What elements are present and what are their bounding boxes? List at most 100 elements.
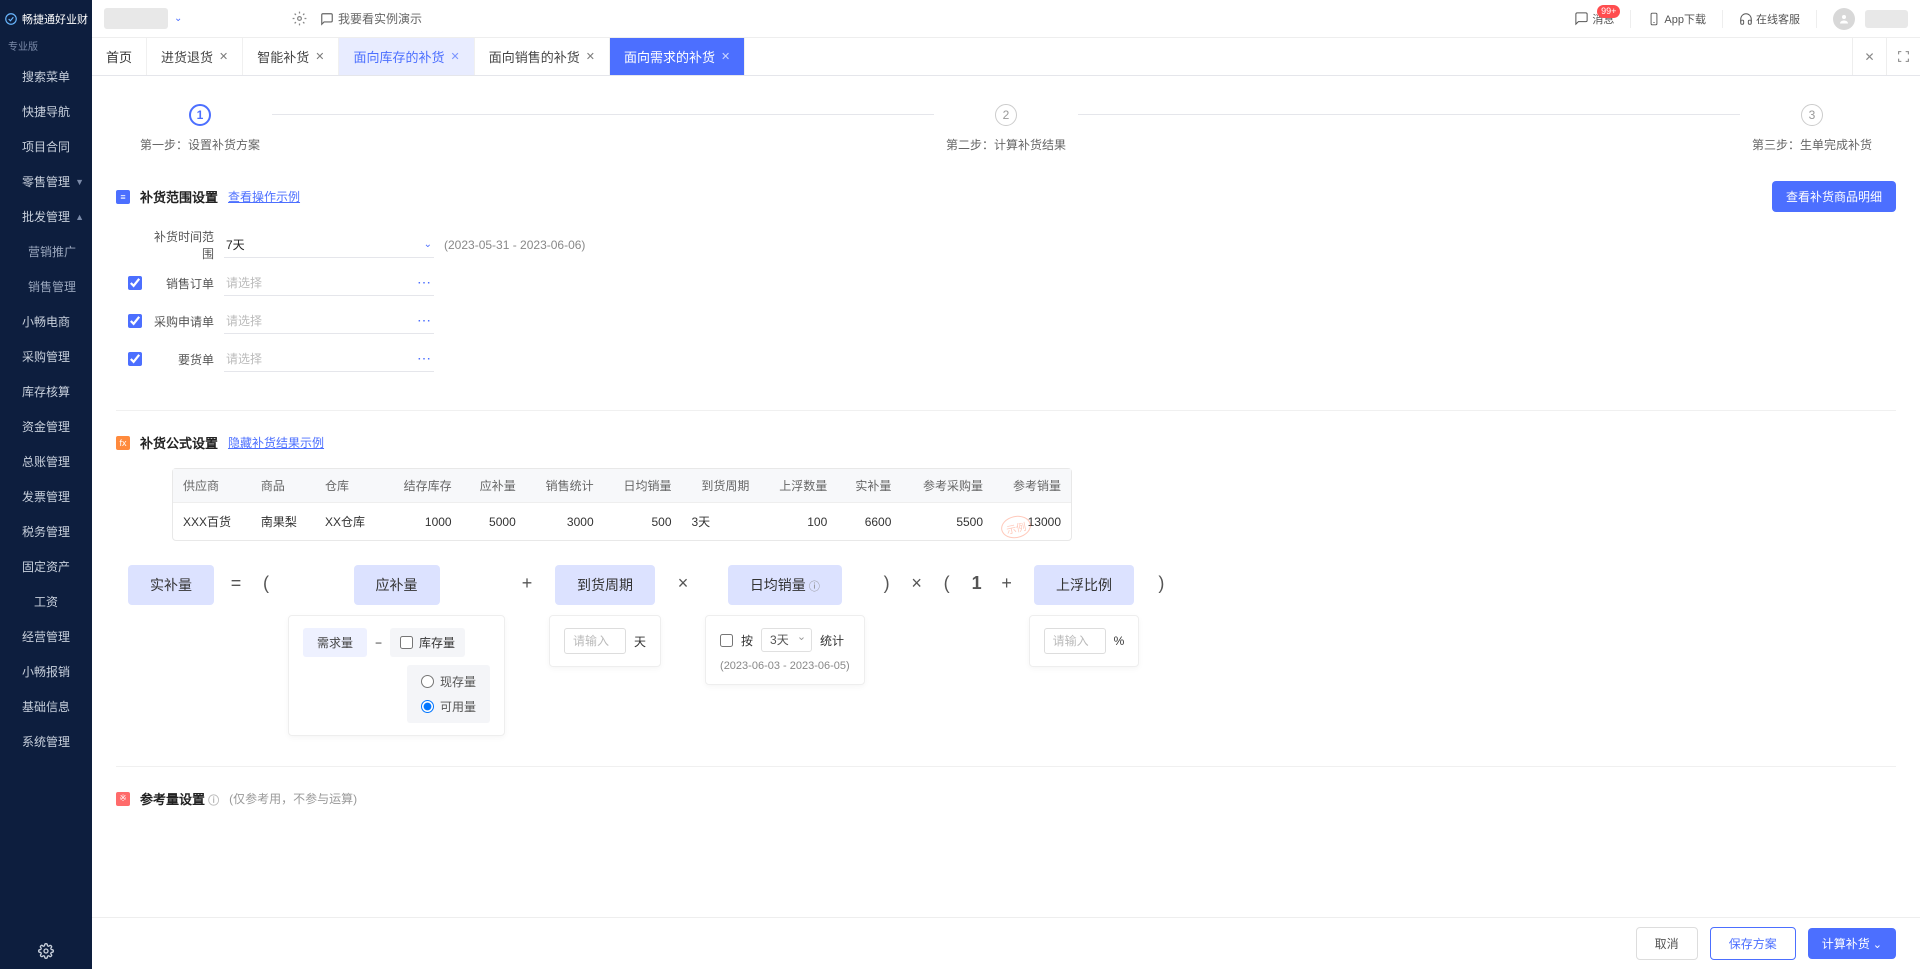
- save-plan-button[interactable]: 保存方案: [1710, 927, 1796, 960]
- sidebar-item[interactable]: 工资: [0, 584, 92, 619]
- tab[interactable]: 面向库存的补货✕: [339, 38, 474, 75]
- table-cell: 南果梨: [251, 503, 315, 541]
- sidebar-item[interactable]: 销售管理: [0, 269, 92, 304]
- close-icon[interactable]: ✕: [219, 50, 228, 63]
- source-checkbox[interactable]: [128, 352, 142, 366]
- fullscreen-icon[interactable]: [1886, 38, 1920, 75]
- table-header: 日均销量: [604, 469, 682, 503]
- tab[interactable]: 进货退货✕: [147, 38, 243, 75]
- table-header: 上浮数量: [759, 469, 837, 503]
- content-area: 1 第一步：设置补货方案 2 第二步：计算补货结果 3 第三步：生单完成补货 ≡: [92, 76, 1920, 969]
- sidebar-item[interactable]: 零售管理▼: [0, 164, 92, 199]
- table-cell: 100: [759, 503, 837, 541]
- demo-link[interactable]: 我要看实例演示: [320, 10, 422, 27]
- sidebar-item[interactable]: 项目合同: [0, 129, 92, 164]
- sidebar: 畅捷通好业财 专业版 搜索菜单快捷导航项目合同零售管理▼批发管理▲营销推广销售管…: [0, 0, 92, 969]
- lead-days-input[interactable]: [564, 628, 626, 654]
- gear-icon[interactable]: [288, 8, 310, 30]
- range-section-title: 补货范围设置: [140, 187, 218, 206]
- settings-icon[interactable]: [0, 933, 92, 969]
- chevron-down-icon: ⌄: [424, 239, 432, 250]
- tab[interactable]: 智能补货✕: [243, 38, 339, 75]
- sidebar-item[interactable]: 小畅报销: [0, 654, 92, 689]
- more-icon[interactable]: ⋯: [417, 312, 432, 329]
- table-header: 到货周期: [682, 469, 760, 503]
- close-all-tabs-icon[interactable]: ✕: [1852, 38, 1886, 75]
- close-icon[interactable]: ✕: [721, 50, 730, 63]
- calculate-button[interactable]: 计算补货: [1808, 928, 1896, 959]
- close-icon[interactable]: ✕: [586, 50, 595, 63]
- sidebar-item[interactable]: 采购管理: [0, 339, 92, 374]
- table-cell: 5000: [462, 503, 526, 541]
- table-cell: 500: [604, 503, 682, 541]
- messages-button[interactable]: 消息 99+: [1574, 11, 1614, 27]
- section-icon: ≡: [116, 190, 130, 204]
- table-header: 实补量: [837, 469, 901, 503]
- formula-section-title: 补货公式设置: [140, 433, 218, 452]
- table-header: 供应商: [173, 469, 251, 503]
- source-checkbox[interactable]: [128, 276, 142, 290]
- sidebar-item[interactable]: 基础信息: [0, 689, 92, 724]
- sidebar-item[interactable]: 固定资产: [0, 549, 92, 584]
- sidebar-item[interactable]: 快捷导航: [0, 94, 92, 129]
- table-header: 参考采购量: [901, 469, 993, 503]
- table-header: 参考销量: [993, 469, 1071, 503]
- close-icon[interactable]: ✕: [315, 50, 324, 63]
- tab[interactable]: 面向销售的补货✕: [475, 38, 610, 75]
- sidebar-item[interactable]: 发票管理: [0, 479, 92, 514]
- step-2: 2 第二步：计算补货结果: [946, 104, 1066, 153]
- example-table: 供应商商品仓库结存库存应补量销售统计日均销量到货周期上浮数量实补量参考采购量参考…: [172, 468, 1072, 541]
- more-icon[interactable]: ⋯: [417, 274, 432, 291]
- customer-service-button[interactable]: 在线客服: [1739, 11, 1800, 27]
- table-cell: XXX百货: [173, 503, 251, 541]
- source-checkbox[interactable]: [128, 314, 142, 328]
- time-range-label: 补货时间范围: [152, 228, 214, 262]
- stock-opt1-radio[interactable]: [421, 675, 434, 688]
- sidebar-item[interactable]: 批发管理▲: [0, 199, 92, 234]
- view-detail-button[interactable]: 查看补货商品明细: [1772, 181, 1896, 212]
- formula-dayavg-tag: 日均销量: [728, 565, 842, 605]
- table-cell: XX仓库: [315, 503, 384, 541]
- tabs-bar: 首页进货退货✕智能补货✕面向库存的补货✕面向销售的补货✕面向需求的补货✕ ✕: [92, 38, 1920, 76]
- time-range-select[interactable]: 7天 ⌄: [224, 232, 434, 258]
- more-icon[interactable]: ⋯: [417, 350, 432, 367]
- sidebar-item[interactable]: 营销推广: [0, 234, 92, 269]
- table-header: 结存库存: [384, 469, 462, 503]
- cancel-button[interactable]: 取消: [1636, 927, 1698, 960]
- brand-logo: 畅捷通好业财: [0, 0, 92, 38]
- sidebar-item[interactable]: 总账管理: [0, 444, 92, 479]
- sidebar-item[interactable]: 税务管理: [0, 514, 92, 549]
- dayavg-checkbox[interactable]: [720, 634, 733, 647]
- tab[interactable]: 首页: [92, 38, 147, 75]
- sidebar-item[interactable]: 库存核算: [0, 374, 92, 409]
- ref-section-title: 参考量设置: [140, 789, 219, 808]
- avatar[interactable]: [1833, 8, 1855, 30]
- sidebar-item[interactable]: 经营管理: [0, 619, 92, 654]
- demand-tag: 需求量: [303, 628, 367, 657]
- source-select[interactable]: 请选择 ⋯: [224, 346, 434, 372]
- sidebar-item[interactable]: 资金管理: [0, 409, 92, 444]
- source-select[interactable]: 请选择 ⋯: [224, 308, 434, 334]
- sidebar-item[interactable]: 系统管理: [0, 724, 92, 759]
- org-selector[interactable]: ⌄: [98, 8, 278, 29]
- stock-checkbox[interactable]: [400, 636, 413, 649]
- table-header: 商品: [251, 469, 315, 503]
- source-select[interactable]: 请选择 ⋯: [224, 270, 434, 296]
- sidebar-item[interactable]: 搜索菜单: [0, 59, 92, 94]
- dayavg-date-hint: (2023-06-03 - 2023-06-05): [720, 660, 850, 672]
- tab[interactable]: 面向需求的补货✕: [610, 38, 745, 75]
- view-example-link[interactable]: 查看操作示例: [228, 188, 300, 205]
- footer-actions: 取消 保存方案 计算补货: [92, 917, 1920, 969]
- app-download-button[interactable]: App下载: [1647, 11, 1706, 27]
- step-1: 1 第一步：设置补货方案: [140, 104, 260, 153]
- stock-opt2-radio[interactable]: [421, 700, 434, 713]
- formula-should-tag: 应补量: [354, 565, 440, 605]
- dayavg-period-select[interactable]: 3天: [761, 628, 812, 652]
- close-icon[interactable]: ✕: [451, 50, 460, 63]
- hide-example-link[interactable]: 隐藏补货结果示例: [228, 434, 324, 451]
- markup-pct-input[interactable]: [1044, 628, 1106, 654]
- ref-note: (仅参考用，不参与运算): [229, 790, 357, 807]
- sidebar-item[interactable]: 小畅电商: [0, 304, 92, 339]
- brand-edition: 专业版: [0, 38, 92, 59]
- topbar: ⌄ 我要看实例演示 消息 99+ App下载 在: [92, 0, 1920, 38]
